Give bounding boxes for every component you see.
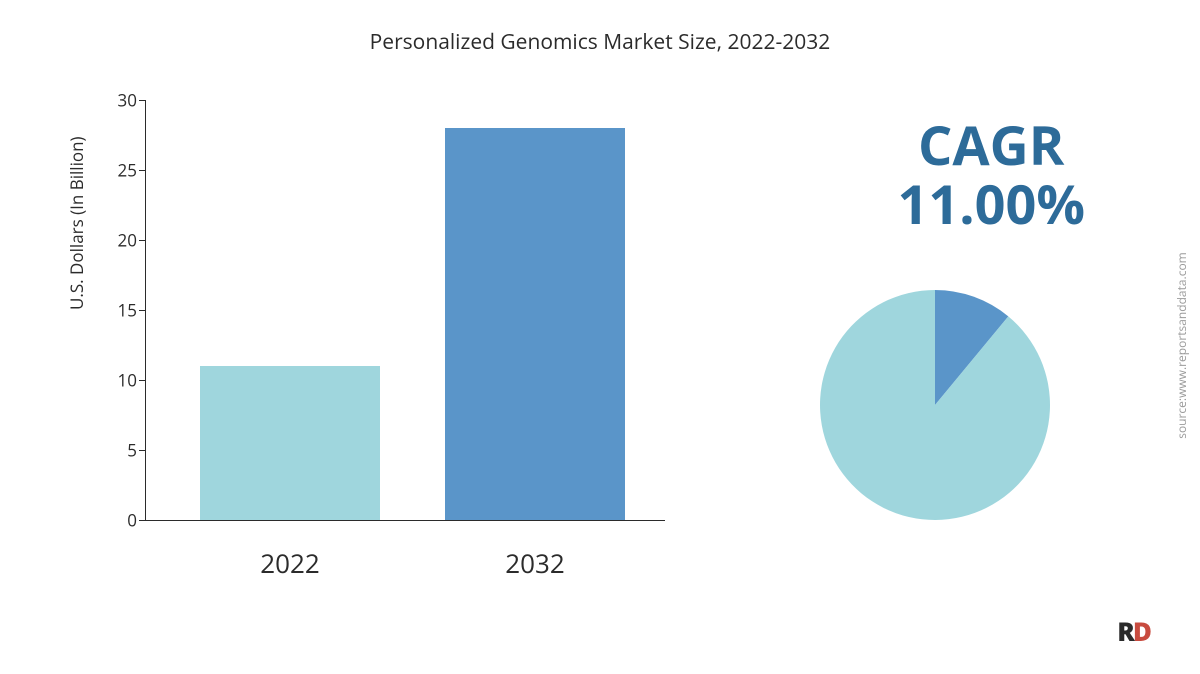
- x-axis-line: [145, 520, 665, 521]
- y-tick-mark: [139, 310, 145, 311]
- x-tick-label: 2032: [505, 545, 564, 581]
- y-tick-label: 30: [118, 89, 137, 112]
- y-tick-mark: [139, 380, 145, 381]
- y-tick-label: 10: [118, 369, 137, 392]
- infographic-container: Personalized Genomics Market Size, 2022-…: [0, 0, 1200, 674]
- y-tick-mark: [139, 520, 145, 521]
- y-tick-label: 20: [118, 229, 137, 252]
- logo-letter-r: R: [1117, 613, 1133, 649]
- y-tick-mark: [139, 450, 145, 451]
- cagr-block: CAGR 11.00%: [897, 115, 1085, 234]
- y-tick-mark: [139, 100, 145, 101]
- y-tick-mark: [139, 240, 145, 241]
- y-axis-line: [145, 100, 146, 520]
- cagr-value: 11.00%: [897, 174, 1085, 233]
- y-tick-label: 25: [118, 159, 137, 182]
- pie-slice: [820, 290, 1050, 520]
- bar-chart: 051015202530 20222032: [145, 100, 665, 520]
- y-tick-label: 15: [118, 299, 137, 322]
- source-attribution: source:www.reportsanddata.com: [1174, 252, 1191, 439]
- chart-title: Personalized Genomics Market Size, 2022-…: [0, 28, 1200, 56]
- y-axis-label: U.S. Dollars (In Billion): [65, 136, 88, 310]
- pie-chart: [820, 290, 1050, 520]
- x-tick-label: 2022: [260, 545, 319, 581]
- bar: [445, 128, 625, 520]
- bar: [200, 366, 380, 520]
- y-tick-label: 0: [127, 509, 137, 532]
- brand-logo: RD: [1117, 613, 1150, 649]
- logo-letter-d: D: [1133, 613, 1150, 649]
- y-tick-label: 5: [127, 439, 137, 462]
- y-tick-mark: [139, 170, 145, 171]
- plot-area: 051015202530: [145, 100, 665, 520]
